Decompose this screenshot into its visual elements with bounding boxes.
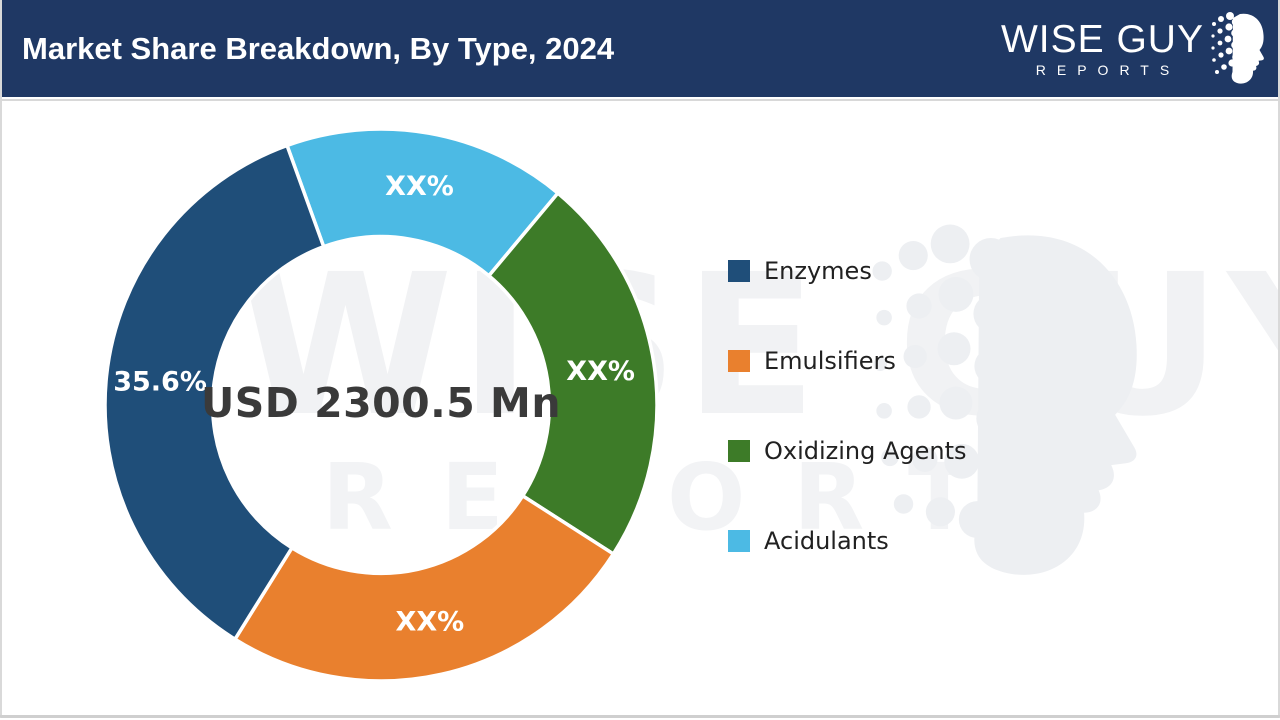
legend-swatch-enzymes: [728, 260, 750, 282]
header-separator: [0, 99, 1280, 101]
header-bar: Market Share Breakdown, By Type, 2024 WI…: [0, 0, 1280, 97]
legend-item-oxidizing-agents: Oxidizing Agents: [728, 434, 967, 468]
legend-label: Emulsifiers: [764, 347, 896, 375]
legend-label: Enzymes: [764, 257, 872, 285]
legend-label: Acidulants: [764, 527, 889, 555]
brand-name: WISE GUY: [1000, 18, 1204, 61]
face-watermark: [872, 224, 1137, 575]
page-title: Market Share Breakdown, By Type, 2024: [22, 30, 615, 66]
legend-item-emulsifiers: Emulsifiers: [728, 344, 967, 378]
legend-swatch-acidulants: [728, 530, 750, 552]
donut-slice-oxidizing-agents: [487, 191, 659, 556]
chart-center-value: USD 2300.5 Mn: [200, 379, 562, 427]
legend-item-acidulants: Acidulants: [728, 524, 967, 558]
legend-label: Oxidizing Agents: [764, 437, 967, 465]
chart-legend: Enzymes Emulsifiers Oxidizing Agents Acidul…: [728, 254, 967, 614]
legend-item-enzymes: Enzymes: [728, 254, 967, 288]
slice-label-enzymes: 35.6%: [113, 367, 207, 398]
brand-logo: WISE GUY REPORTS: [1001, 8, 1264, 90]
wise-guy-face-icon: [1211, 12, 1264, 84]
slice-label-oxidizing-agents: XX%: [566, 356, 635, 387]
donut-slice-enzymes: [103, 143, 326, 641]
legend-swatch-oxidizing-agents: [728, 440, 750, 462]
footer-rule: [0, 715, 1280, 717]
brand-subtitle: REPORTS: [1035, 62, 1181, 78]
slice-label-emulsifiers: XX%: [396, 607, 465, 638]
brand-wordmark: WISE GUY REPORTS: [1001, 20, 1204, 78]
slice-label-acidulants: XX%: [385, 171, 454, 202]
legend-swatch-emulsifiers: [728, 350, 750, 372]
donut-slice-emulsifiers: [233, 494, 616, 683]
